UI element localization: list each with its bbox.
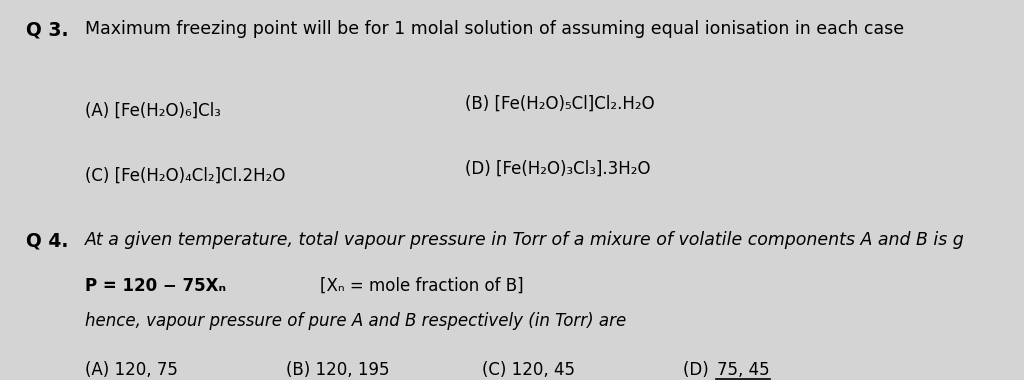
- Text: Maximum freezing point will be for 1 molal solution of assuming equal ionisation: Maximum freezing point will be for 1 mol…: [85, 21, 904, 38]
- Text: (C) [Fe(H₂O)₄Cl₂]Cl.2H₂O: (C) [Fe(H₂O)₄Cl₂]Cl.2H₂O: [85, 166, 286, 184]
- Text: (D): (D): [683, 361, 714, 379]
- Text: 75, 45: 75, 45: [718, 361, 770, 379]
- Text: (A) 120, 75: (A) 120, 75: [85, 361, 178, 379]
- Text: (A) [Fe(H₂O)₆]Cl₃: (A) [Fe(H₂O)₆]Cl₃: [85, 101, 221, 119]
- Text: Q 4.: Q 4.: [26, 231, 68, 250]
- Text: (C) 120, 45: (C) 120, 45: [482, 361, 575, 379]
- Text: hence, vapour pressure of pure A and B respectively (in Torr) are: hence, vapour pressure of pure A and B r…: [85, 312, 627, 330]
- Text: At a given temperature, total vapour pressure in Torr of a mixure of volatile co: At a given temperature, total vapour pre…: [85, 231, 965, 249]
- Text: (D) [Fe(H₂O)₃Cl₃].3H₂O: (D) [Fe(H₂O)₃Cl₃].3H₂O: [465, 160, 651, 178]
- Text: [Xₙ = mole fraction of B]: [Xₙ = mole fraction of B]: [321, 277, 524, 294]
- Text: Q 3.: Q 3.: [26, 21, 68, 40]
- Text: (B) 120, 195: (B) 120, 195: [286, 361, 389, 379]
- Text: (B) [Fe(H₂O)₅Cl]Cl₂.H₂O: (B) [Fe(H₂O)₅Cl]Cl₂.H₂O: [465, 95, 655, 113]
- Text: P = 120 − 75Xₙ: P = 120 − 75Xₙ: [85, 277, 226, 294]
